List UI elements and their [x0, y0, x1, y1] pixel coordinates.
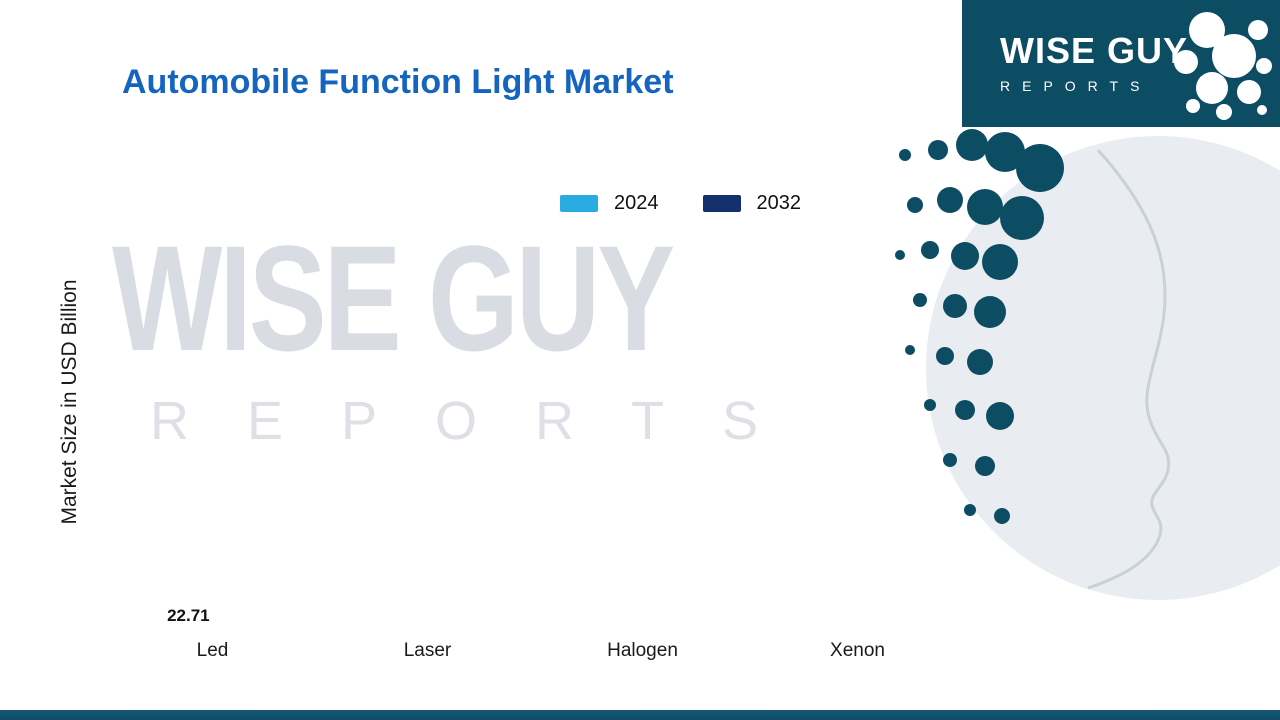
legend-item-2032: 2032: [702, 192, 802, 215]
watermark-wiseguy: WISE GUY: [112, 214, 675, 382]
category-label-xenon: Xenon: [830, 640, 885, 661]
bar-group-led: 22.71 Led: [105, 230, 320, 661]
logo-subtitle: REPORTS: [1000, 78, 1152, 94]
legend-label-2032: 2032: [756, 192, 802, 214]
logo-face-icon: [1174, 12, 1272, 120]
category-label-laser: Laser: [403, 640, 452, 661]
footer-bar: [0, 710, 1280, 720]
chart-legend: 2024 2032: [560, 192, 801, 215]
watermark-reports: REPORTS: [150, 391, 817, 451]
category-label-halogen: Halogen: [607, 640, 678, 661]
legend-item-2024: 2024: [560, 192, 659, 215]
bar-group-laser: Laser: [320, 230, 535, 661]
legend-swatch-2024: [560, 195, 598, 212]
bar-group-halogen: Halogen: [535, 230, 750, 661]
page-title: Automobile Function Light Market: [122, 62, 674, 101]
logo-wordmark: WISE GUY: [1000, 30, 1189, 71]
category-label-led: Led: [196, 640, 229, 661]
bar-group-xenon: Xenon: [750, 230, 965, 661]
y-axis-label: Market Size in USD Billion: [58, 279, 81, 525]
bar-value-label: 22.71: [167, 606, 210, 625]
wiseguy-logo: WISE GUY REPORTS: [962, 0, 1280, 127]
logo-text: WISE GUY REPORTS: [1000, 30, 1188, 94]
legend-swatch-2032: [702, 195, 741, 212]
plot-area: 22.71 Led Laser Halogen Xenon: [105, 230, 965, 661]
legend-label-2024: 2024: [614, 192, 659, 214]
